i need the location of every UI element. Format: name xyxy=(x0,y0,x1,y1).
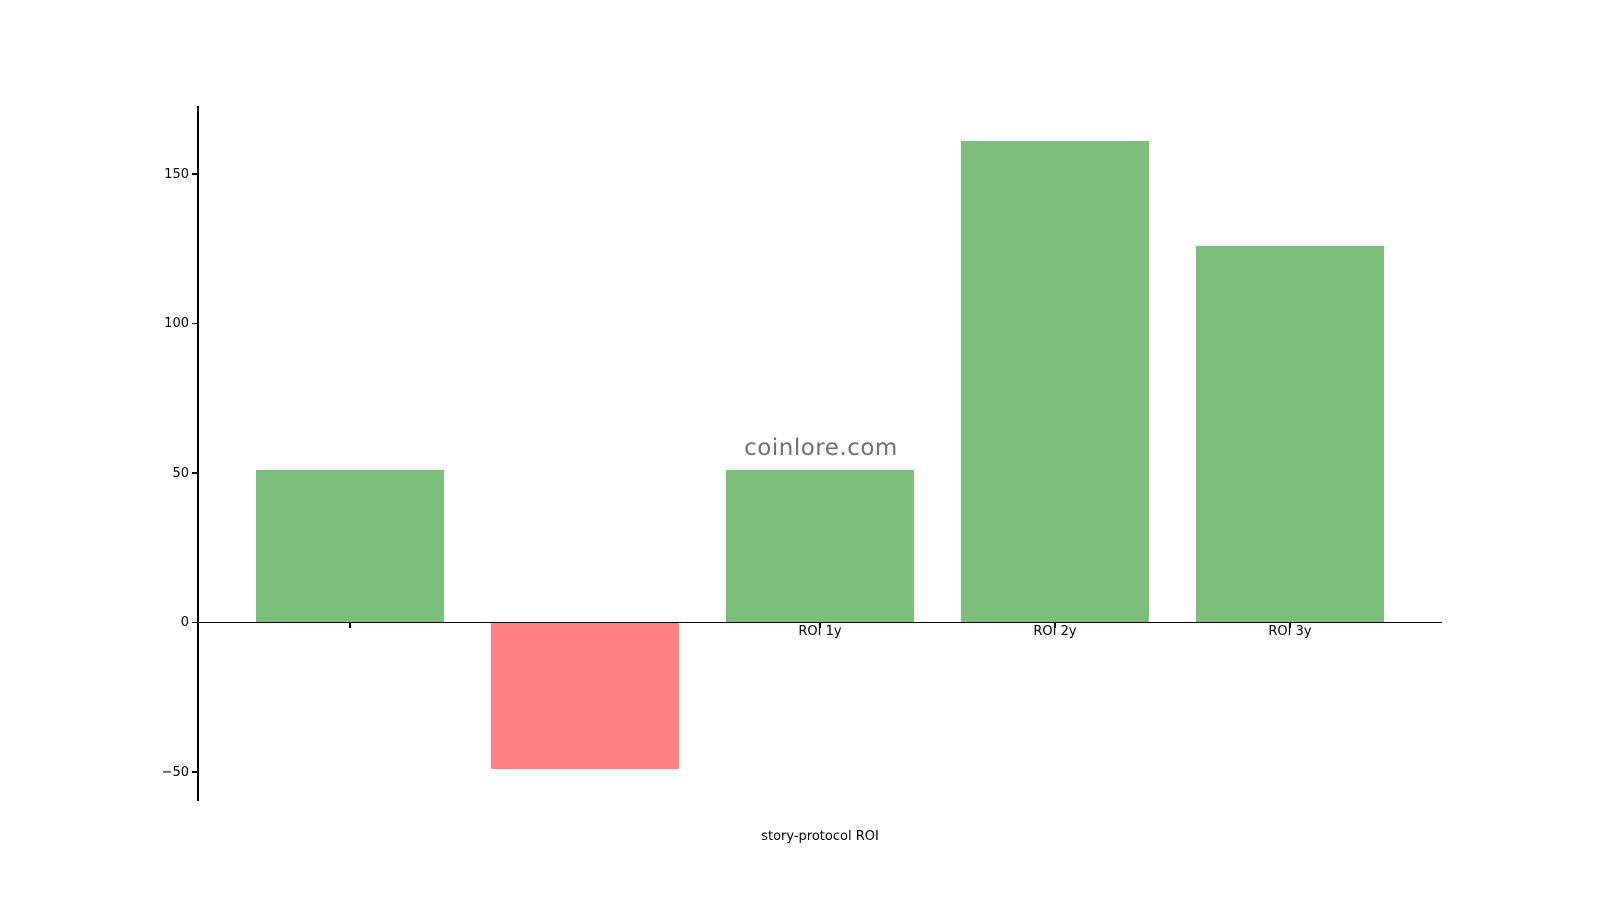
bar-roi-2y xyxy=(961,141,1149,623)
y-tick-label--50: −50 xyxy=(161,764,189,780)
y-tick xyxy=(192,472,198,474)
x-tick-label-roi-1y: ROI 1y xyxy=(798,623,842,639)
bar-blank-1 xyxy=(256,470,444,623)
bar-roi-1y xyxy=(726,470,914,623)
x-tick xyxy=(1054,622,1056,628)
y-tick-label-0: 0 xyxy=(180,615,189,630)
x-tick-label-roi-2y: ROI 2y xyxy=(1033,623,1077,639)
bar-blank-2 xyxy=(491,622,679,769)
y-tick-label-100: 100 xyxy=(164,316,189,331)
x-axis-title: story-protocol ROI xyxy=(761,829,879,844)
y-tick-label-150: 150 xyxy=(164,166,189,182)
x-tick xyxy=(1289,622,1291,628)
y-tick xyxy=(192,322,198,325)
y-tick xyxy=(192,771,198,773)
y-tick xyxy=(192,173,198,175)
y-axis-line xyxy=(197,106,199,801)
y-tick-label-50: 50 xyxy=(172,465,189,481)
x-tick xyxy=(819,622,821,628)
x-tick-label-roi-3y: ROI 3y xyxy=(1268,623,1312,639)
x-tick xyxy=(349,622,351,628)
y-tick xyxy=(192,621,198,624)
x-axis-line xyxy=(197,621,1442,624)
bar-roi-3y xyxy=(1196,245,1384,623)
watermark-text: coinlore.com xyxy=(744,435,898,461)
